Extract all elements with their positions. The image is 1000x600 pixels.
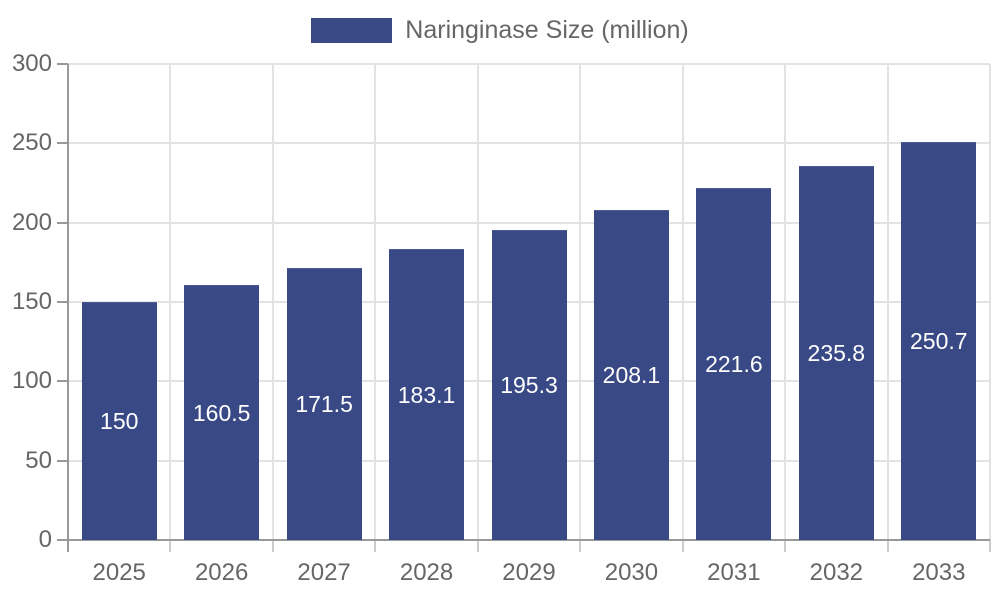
bar-value-label: 195.3 xyxy=(500,372,558,399)
gridline xyxy=(681,64,684,540)
x-axis-label: 2031 xyxy=(707,559,761,586)
x-axis-label: 2033 xyxy=(912,559,966,586)
x-axis-tick xyxy=(681,540,684,552)
bar-2032[interactable] xyxy=(798,165,874,540)
gridline xyxy=(476,64,479,540)
x-axis-label: 2030 xyxy=(604,559,659,586)
bar-2030[interactable] xyxy=(593,209,669,540)
legend-swatch xyxy=(311,17,393,43)
bar-2025[interactable] xyxy=(81,302,157,540)
y-axis-label: 150 xyxy=(11,288,52,315)
gridline xyxy=(169,64,172,540)
gridline xyxy=(784,64,787,540)
gridline xyxy=(68,63,990,65)
y-axis-tick xyxy=(57,539,68,541)
x-axis-tick xyxy=(784,540,787,552)
y-axis-tick xyxy=(57,380,68,383)
x-axis-label: 2028 xyxy=(399,559,454,586)
bar-2029[interactable] xyxy=(491,230,567,540)
x-axis-tick xyxy=(579,540,582,552)
gridline xyxy=(374,64,377,540)
x-axis-label: 2026 xyxy=(194,559,249,586)
y-axis-tick xyxy=(57,221,68,224)
x-axis-tick xyxy=(476,540,479,552)
y-axis-label: 200 xyxy=(11,208,52,236)
gridline xyxy=(271,64,274,540)
x-axis-tick xyxy=(271,540,274,552)
gridline xyxy=(886,64,889,540)
bar-value-label: 235.8 xyxy=(807,339,866,366)
y-axis-tick xyxy=(57,142,68,145)
gridline xyxy=(989,64,991,540)
y-axis-label: 0 xyxy=(38,526,52,553)
bar-value-label: 171.5 xyxy=(295,390,353,417)
y-axis-label: 300 xyxy=(11,50,52,77)
x-axis-label: 2025 xyxy=(92,559,146,586)
gridline xyxy=(579,64,582,540)
legend-item[interactable]: Naringinase Size (million) xyxy=(0,16,1000,44)
y-axis-line xyxy=(67,64,69,552)
bar-value-label: 150 xyxy=(100,408,139,434)
y-axis-tick xyxy=(57,301,68,303)
bar-2027[interactable] xyxy=(286,267,362,540)
x-axis-label: 2027 xyxy=(297,559,351,586)
bar-2028[interactable] xyxy=(389,249,465,540)
y-axis-tick xyxy=(57,63,68,65)
y-axis-label: 250 xyxy=(11,129,52,157)
bar-value-label: 250.7 xyxy=(909,328,968,355)
legend-label: Naringinase Size (million) xyxy=(405,16,689,44)
y-axis-tick xyxy=(57,459,68,462)
gridline xyxy=(68,142,990,145)
x-axis-label: 2029 xyxy=(502,559,556,586)
bar-2026[interactable] xyxy=(184,285,260,540)
bar-value-label: 183.1 xyxy=(397,381,456,408)
bar-value-label: 160.5 xyxy=(192,399,251,426)
y-axis-label: 50 xyxy=(25,446,52,474)
bar-2033[interactable] xyxy=(901,142,977,540)
gridline xyxy=(68,221,990,224)
x-axis-tick xyxy=(886,540,889,552)
x-axis-tick xyxy=(169,540,172,552)
x-axis-tick xyxy=(989,540,991,552)
x-axis-tick xyxy=(374,540,377,552)
bar-value-label: 208.1 xyxy=(602,361,661,388)
bar-value-label: 221.6 xyxy=(705,351,763,378)
bar-2031[interactable] xyxy=(696,188,772,540)
x-axis-line xyxy=(67,539,990,541)
y-axis-label: 100 xyxy=(11,367,52,395)
x-axis-label: 2032 xyxy=(809,559,864,586)
